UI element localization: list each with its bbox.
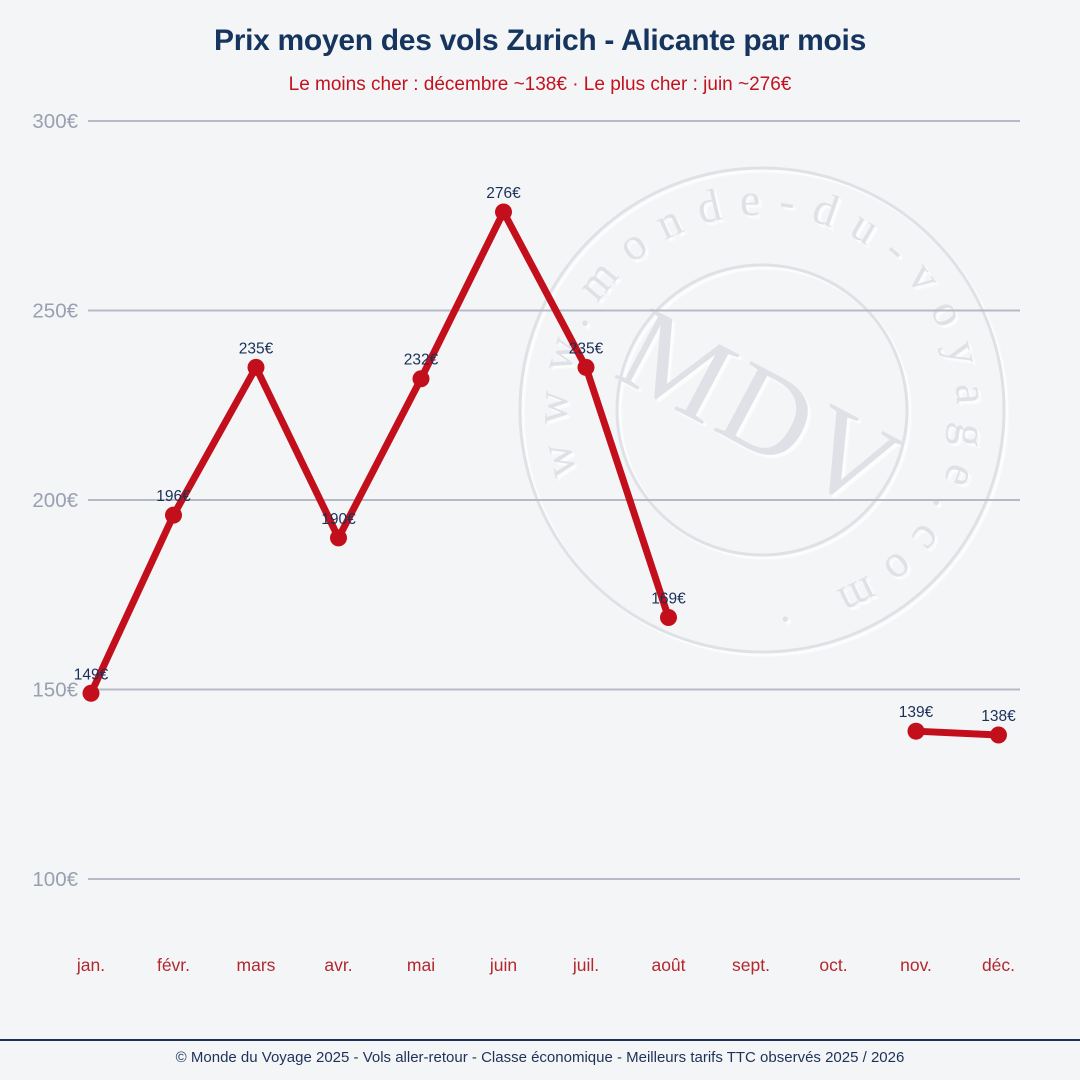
data-point: [907, 722, 925, 740]
y-axis-label: 300€: [32, 110, 78, 133]
x-axis-label: sept.: [732, 955, 770, 975]
data-point-label: 169€: [651, 590, 686, 607]
footer-text: © Monde du Voyage 2025 - Vols aller-reto…: [175, 1049, 905, 1066]
data-point: [247, 358, 265, 376]
data-point-label: 138€: [981, 708, 1016, 725]
data-point: [412, 370, 430, 388]
data-point: [82, 684, 100, 702]
data-point: [495, 203, 512, 221]
data-point-label: 235€: [569, 340, 604, 357]
data-point-label: 196€: [156, 488, 191, 505]
y-axis-label: 250€: [32, 300, 78, 323]
y-axis-label: 200€: [32, 489, 78, 512]
watermark-outer-ring: [518, 166, 1006, 654]
data-point: [330, 529, 347, 547]
x-axis-label: nov.: [900, 955, 932, 975]
data-point: [577, 358, 595, 376]
data-point: [660, 608, 677, 626]
price-line: [912, 727, 1002, 739]
x-axis-label: août: [651, 955, 685, 975]
price-line: [87, 208, 672, 697]
x-axis-label: avr.: [324, 955, 352, 975]
data-point: [990, 726, 1007, 744]
data-point-label: 276€: [486, 185, 521, 202]
footer-divider: [0, 1039, 1080, 1041]
data-point: [165, 506, 182, 524]
watermark-inner-ring: [615, 263, 909, 557]
chart-title: Prix moyen des vols Zurich - Alicante pa…: [214, 24, 866, 57]
data-point-label: 232€: [404, 352, 439, 369]
x-axis-label: déc.: [982, 955, 1015, 975]
y-axis-label: 150€: [32, 679, 78, 702]
data-point-label: 149€: [74, 666, 109, 683]
x-axis-label: jan.: [76, 955, 105, 975]
y-axis-label: 100€: [32, 868, 78, 891]
data-point-label: 235€: [239, 340, 274, 357]
x-axis-label: oct.: [819, 955, 847, 975]
x-axis-label: mai: [407, 955, 435, 975]
data-point-label: 139€: [899, 704, 934, 721]
x-axis-label: juil.: [572, 955, 599, 975]
data-point-label: 190€: [321, 511, 356, 528]
x-axis-label: févr.: [157, 955, 190, 975]
x-axis-label: juin: [489, 955, 517, 975]
x-axis-label: mars: [237, 955, 276, 975]
chart-subtitle: Le moins cher : décembre ~138€ · Le plus…: [288, 74, 792, 95]
